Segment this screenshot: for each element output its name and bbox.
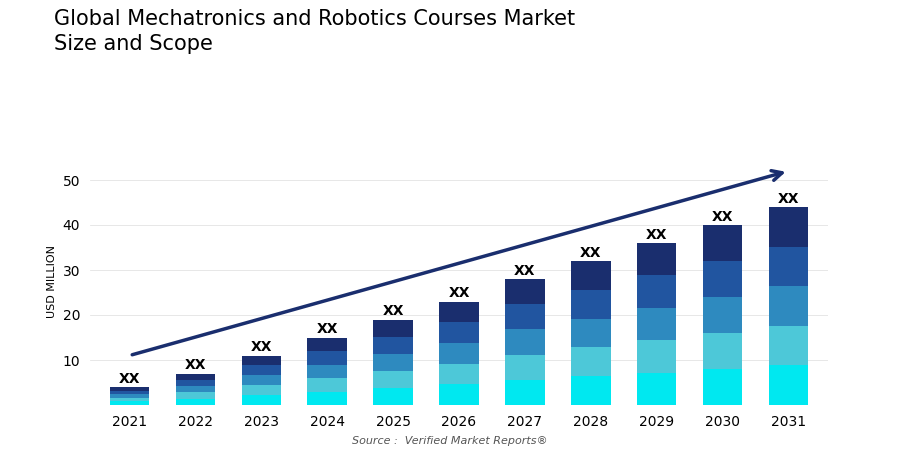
- Bar: [241, 385, 281, 395]
- Bar: [176, 380, 215, 386]
- Bar: [308, 392, 347, 405]
- Bar: [703, 225, 742, 261]
- Bar: [703, 261, 742, 297]
- Bar: [110, 391, 149, 394]
- Bar: [571, 376, 610, 405]
- Bar: [110, 394, 149, 398]
- Text: XX: XX: [448, 286, 470, 300]
- Bar: [241, 395, 281, 405]
- Bar: [703, 333, 742, 369]
- Bar: [637, 308, 677, 340]
- Text: XX: XX: [646, 228, 668, 242]
- Bar: [637, 243, 677, 275]
- Bar: [571, 347, 610, 376]
- Text: XX: XX: [514, 264, 536, 278]
- Bar: [176, 386, 215, 392]
- Bar: [241, 365, 281, 375]
- Bar: [703, 297, 742, 333]
- Bar: [637, 340, 677, 373]
- Bar: [110, 401, 149, 405]
- Text: XX: XX: [778, 192, 799, 206]
- Text: XX: XX: [580, 246, 601, 260]
- Bar: [571, 319, 610, 347]
- Bar: [110, 387, 149, 391]
- Text: XX: XX: [317, 322, 338, 336]
- Text: XX: XX: [382, 304, 404, 318]
- Bar: [439, 302, 479, 322]
- Bar: [374, 354, 413, 371]
- Bar: [374, 337, 413, 354]
- Bar: [769, 207, 808, 247]
- Bar: [571, 290, 610, 319]
- Bar: [241, 356, 281, 365]
- Y-axis label: USD MILLION: USD MILLION: [47, 245, 57, 318]
- Bar: [637, 275, 677, 308]
- Bar: [439, 322, 479, 343]
- Bar: [703, 369, 742, 405]
- Bar: [308, 378, 347, 392]
- Text: XX: XX: [119, 372, 140, 386]
- Bar: [505, 380, 544, 405]
- Bar: [374, 320, 413, 337]
- Text: XX: XX: [712, 210, 733, 224]
- Bar: [374, 388, 413, 405]
- Bar: [505, 279, 544, 304]
- Bar: [637, 373, 677, 405]
- Bar: [308, 351, 347, 364]
- Bar: [308, 364, 347, 378]
- Bar: [176, 374, 215, 380]
- Bar: [110, 398, 149, 401]
- Bar: [439, 384, 479, 405]
- Text: Source :  Verified Market Reports®: Source : Verified Market Reports®: [352, 436, 548, 446]
- Text: Global Mechatronics and Robotics Courses Market
Size and Scope: Global Mechatronics and Robotics Courses…: [54, 9, 575, 54]
- Bar: [571, 261, 610, 290]
- Bar: [769, 365, 808, 405]
- Bar: [505, 329, 544, 355]
- Bar: [769, 247, 808, 286]
- Bar: [176, 399, 215, 405]
- Bar: [769, 286, 808, 326]
- Bar: [505, 355, 544, 380]
- Bar: [505, 304, 544, 329]
- Bar: [439, 343, 479, 364]
- Bar: [241, 375, 281, 385]
- Text: XX: XX: [250, 340, 272, 354]
- Text: XX: XX: [184, 358, 206, 372]
- Bar: [176, 392, 215, 399]
- Bar: [308, 338, 347, 351]
- Bar: [769, 326, 808, 365]
- Bar: [374, 371, 413, 388]
- Bar: [439, 364, 479, 384]
